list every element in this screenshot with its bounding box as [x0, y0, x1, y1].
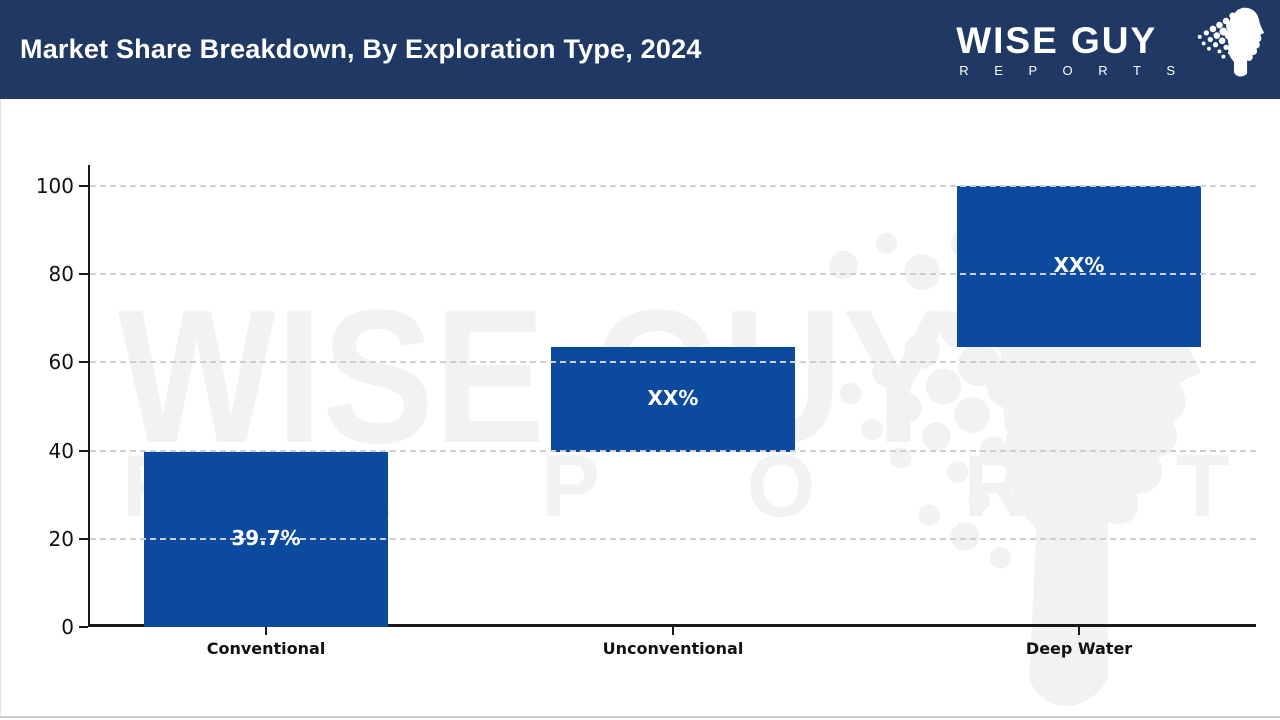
y-tick-label-40: 40 — [48, 438, 74, 463]
gridline-60 — [90, 361, 1256, 364]
x-tick-label-deep-water: Deep Water — [1025, 639, 1133, 658]
x-tick-unconventional — [671, 627, 674, 635]
logo-wordmark: WISE GUY — [956, 19, 1158, 61]
y-tick-80 — [79, 273, 88, 276]
y-tick-label-60: 60 — [48, 350, 74, 375]
y-tick-label-80: 80 — [48, 262, 74, 287]
header-band: Market Share Breakdown, By Exploration T… — [0, 0, 1280, 99]
bar-unconventional — [550, 346, 795, 452]
wise-guy-reports-logo: WISE GUY R E P O R T S — [956, 0, 1272, 99]
watermark-wordmark: WISE GUY — [118, 271, 955, 483]
left-edge-rule — [0, 99, 1, 718]
y-tick-label-0: 0 — [61, 615, 74, 639]
y-tick-60 — [79, 361, 88, 364]
bar-value-label-unconventional: XX% — [647, 386, 699, 411]
logo-subtitle: R E P O R T S — [959, 62, 1186, 78]
logo-text: WISE GUY R E P O R T S — [956, 22, 1186, 78]
gridline-100 — [90, 185, 1256, 187]
bottom-edge-rule — [0, 716, 1280, 718]
x-tick-label-unconventional: Unconventional — [602, 639, 744, 658]
y-tick-label-20: 20 — [48, 526, 74, 551]
plot-area: 0 20 40 60 80 100 39.7% Conventional XX% Unconven… — [36, 165, 1256, 658]
gridline-40 — [90, 449, 1256, 452]
y-tick-100 — [79, 185, 88, 187]
x-tick-conventional — [265, 627, 268, 635]
x-tick-deep-water — [1078, 627, 1081, 635]
gridline-20 — [90, 537, 1256, 540]
bar-deep-water — [957, 186, 1202, 347]
dotted-head-icon — [1197, 7, 1265, 76]
bar-value-label-conventional: 39.7% — [231, 526, 301, 551]
y-tick-0 — [79, 626, 88, 628]
y-tick-label-100: 100 — [35, 174, 74, 198]
y-tick-40 — [79, 449, 88, 452]
x-tick-label-conventional: Conventional — [206, 639, 326, 658]
chart-title: Market Share Breakdown, By Exploration T… — [20, 34, 702, 64]
bar-value-label-deep-water: XX% — [1053, 253, 1105, 278]
gridline-80 — [90, 273, 1256, 276]
y-tick-20 — [79, 537, 88, 540]
